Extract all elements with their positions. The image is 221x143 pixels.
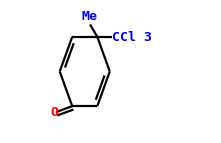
Text: Me: Me bbox=[81, 10, 97, 23]
Text: O: O bbox=[51, 106, 59, 119]
Text: CCl 3: CCl 3 bbox=[112, 31, 152, 44]
